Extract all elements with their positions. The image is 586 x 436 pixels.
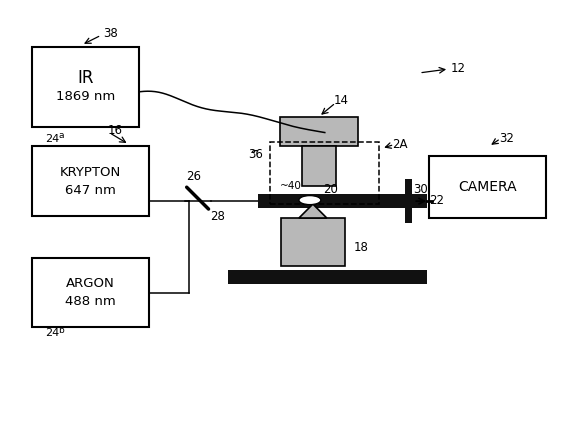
Bar: [302, 146, 336, 186]
Text: 36: 36: [248, 148, 263, 161]
Text: 16: 16: [107, 124, 122, 137]
Text: a: a: [59, 132, 64, 140]
Text: 30: 30: [413, 183, 428, 196]
Bar: [406, 179, 412, 223]
Text: 488 nm: 488 nm: [65, 295, 115, 308]
Text: 1869 nm: 1869 nm: [56, 90, 115, 103]
Bar: [258, 194, 427, 208]
Text: 26: 26: [186, 170, 200, 183]
Text: 18: 18: [353, 241, 369, 254]
Bar: [270, 143, 380, 204]
Polygon shape: [299, 204, 327, 218]
Text: IR: IR: [77, 69, 94, 87]
Text: 22: 22: [429, 194, 444, 207]
Text: 24: 24: [46, 133, 60, 143]
Text: KRYPTON: KRYPTON: [60, 166, 121, 179]
Text: ARGON: ARGON: [66, 277, 115, 290]
Bar: [281, 218, 345, 266]
Text: 14: 14: [334, 94, 349, 107]
Bar: [280, 117, 357, 146]
Bar: [229, 270, 427, 283]
Text: 38: 38: [103, 27, 118, 40]
Text: 24: 24: [46, 328, 60, 338]
Text: CAMERA: CAMERA: [458, 180, 517, 194]
Bar: [32, 258, 149, 327]
Bar: [32, 146, 149, 216]
Ellipse shape: [299, 196, 321, 204]
Text: 647 nm: 647 nm: [65, 184, 116, 197]
Text: 20: 20: [323, 183, 338, 196]
Bar: [429, 157, 546, 218]
Text: 2A: 2A: [393, 138, 408, 151]
Text: b: b: [59, 326, 64, 335]
Text: 12: 12: [451, 62, 466, 75]
Text: ~40: ~40: [280, 181, 302, 191]
Text: 28: 28: [210, 210, 226, 222]
Bar: [32, 47, 139, 126]
Text: 32: 32: [499, 132, 513, 145]
